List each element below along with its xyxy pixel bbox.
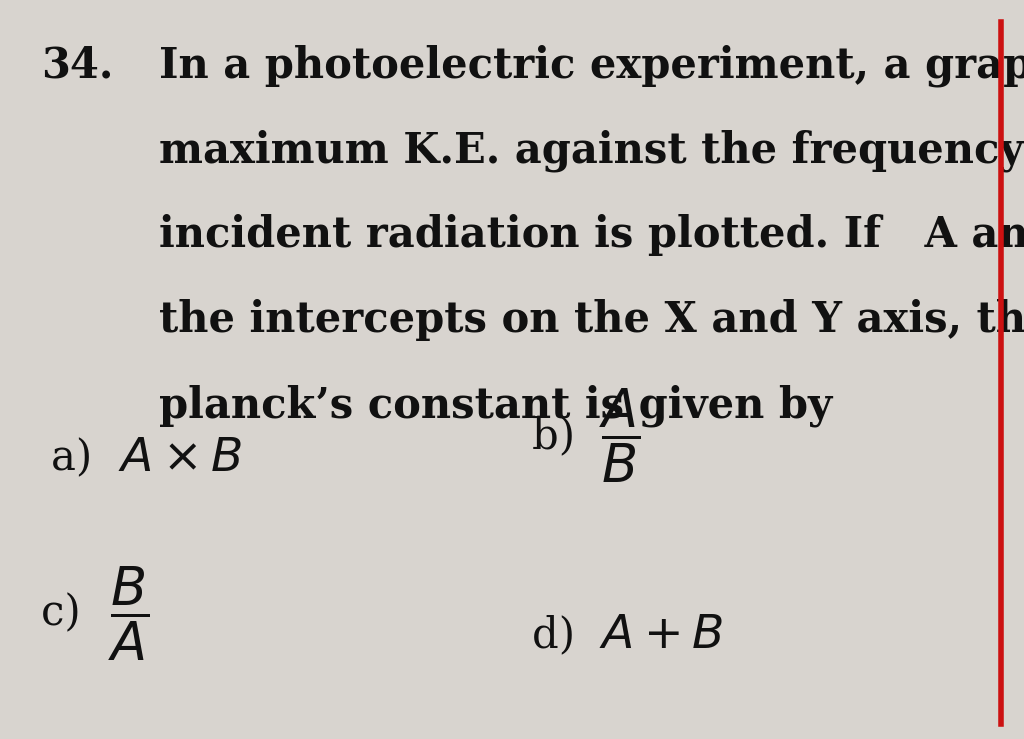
Text: d): d) — [532, 615, 589, 656]
Text: 34.: 34. — [41, 44, 114, 86]
Text: $A \times B$: $A \times B$ — [118, 435, 242, 481]
Text: $\dfrac{B}{A}$: $\dfrac{B}{A}$ — [108, 564, 148, 663]
Text: a): a) — [51, 437, 105, 479]
Text: $\dfrac{A}{B}$: $\dfrac{A}{B}$ — [599, 386, 640, 486]
Text: In a photoelectric experiment, a graph of: In a photoelectric experiment, a graph o… — [159, 44, 1024, 87]
Text: maximum K.E. against the frequency of: maximum K.E. against the frequency of — [159, 129, 1024, 172]
Text: b): b) — [532, 415, 589, 457]
Text: c): c) — [41, 593, 94, 634]
Text: planck’s constant is given by: planck’s constant is given by — [159, 384, 831, 427]
Text: the intercepts on the X and Y axis, then the: the intercepts on the X and Y axis, then… — [159, 299, 1024, 341]
Text: incident radiation is plotted. If   A and B are: incident radiation is plotted. If A and … — [159, 214, 1024, 256]
Text: $A + B$: $A + B$ — [599, 613, 723, 658]
